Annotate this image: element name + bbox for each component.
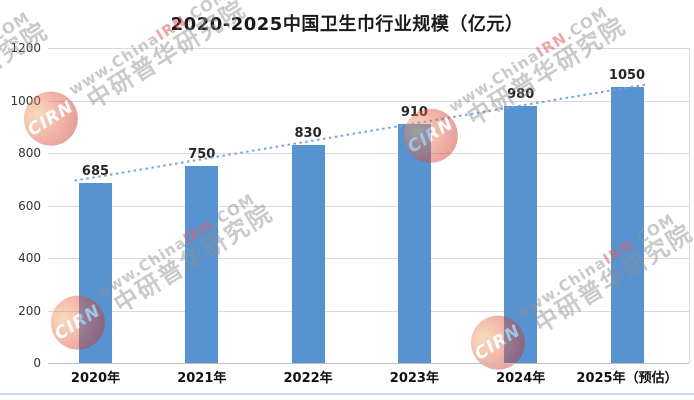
- x-axis-category-label: 2021年: [177, 371, 227, 386]
- bar: [397, 124, 431, 363]
- trend-line: [74, 83, 648, 182]
- bar: [504, 105, 538, 363]
- x-axis-category-label: 2023年: [389, 371, 439, 386]
- bottom-edge-strip: [0, 393, 694, 395]
- bar-value-label: 1050: [608, 68, 646, 84]
- x-axis-category-label: 2020年: [70, 371, 121, 386]
- x-axis-category-label: 2025年（预估）: [576, 371, 678, 386]
- bar-value-label: 980: [507, 86, 535, 102]
- y-axis-tick-label: 1000: [10, 93, 41, 108]
- gridline: [48, 310, 689, 312]
- bar: [291, 145, 325, 363]
- watermark-url-text: www.ChinaIRN.COM: [92, 189, 258, 303]
- gridline: [48, 100, 689, 102]
- watermark-company-text: 中研普华研究院: [0, 16, 54, 138]
- gridline: [48, 153, 689, 154]
- gridline: [48, 205, 689, 207]
- x-axis-category-label: 2022年: [283, 371, 333, 386]
- y-axis-tick-label: 600: [18, 198, 41, 213]
- gridline: [48, 48, 689, 49]
- watermark-url-text: www.ChinaIRN.COM: [512, 209, 678, 323]
- x-axis-line: [48, 363, 689, 364]
- x-axis-category-label: 2024年: [496, 371, 546, 386]
- bar-value-label: 750: [188, 147, 216, 163]
- bar: [610, 87, 644, 363]
- y-axis-tick-label: 0: [33, 356, 41, 370]
- plot-right-border: [689, 48, 690, 363]
- y-axis-tick-label: 800: [18, 146, 41, 160]
- y-axis-tick-label: 200: [18, 303, 41, 318]
- bar-value-label: 910: [400, 105, 428, 121]
- chart-title: 2020-2025中国卫生巾行业规模（亿元）: [170, 14, 524, 35]
- bar-value-label: 830: [294, 126, 322, 142]
- gridline: [48, 258, 689, 259]
- y-axis-tick-label: 400: [18, 251, 41, 265]
- y-axis-tick-label: 1200: [10, 41, 41, 55]
- bar: [79, 183, 112, 363]
- bar: [185, 166, 219, 363]
- bar-value-label: 685: [81, 164, 110, 180]
